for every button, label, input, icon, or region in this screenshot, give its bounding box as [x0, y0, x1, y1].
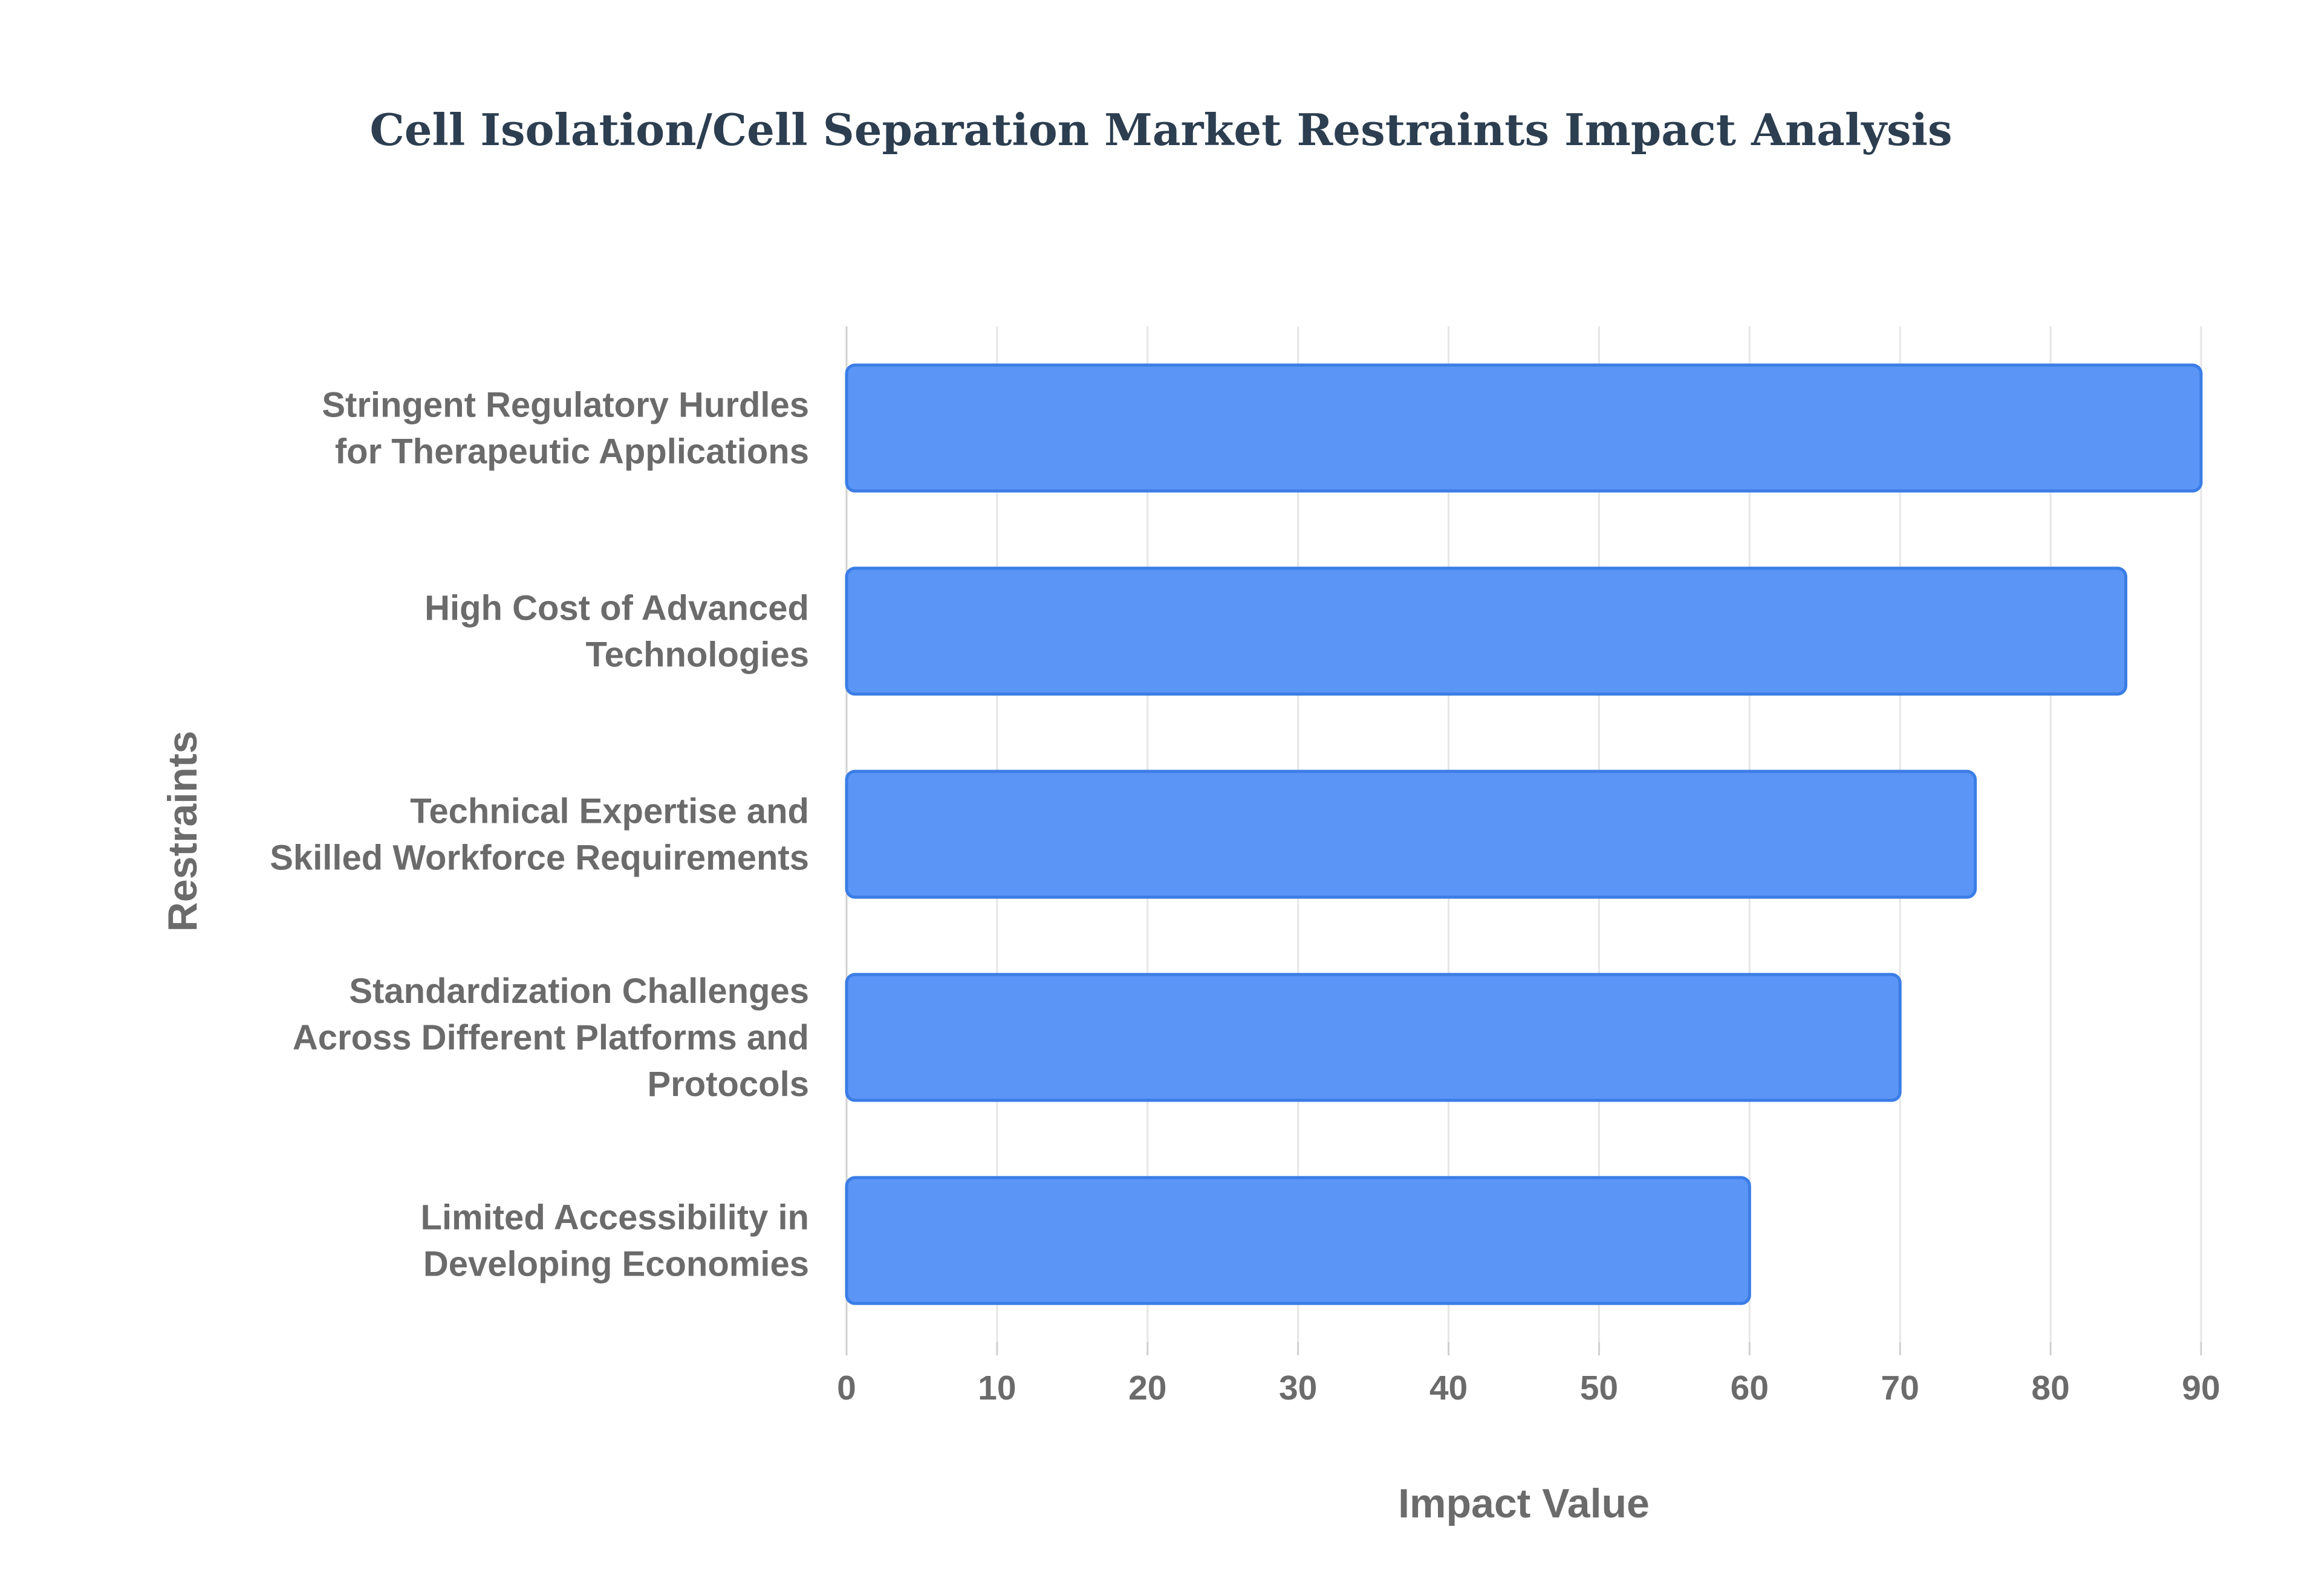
category-label: Stringent Regulatory Hurdles for Therapeu…	[322, 386, 809, 472]
x-tick-label: 20	[1128, 1369, 1166, 1407]
category-label: Standardization Challenges Across Differe…	[293, 972, 809, 1104]
x-tick-label: 90	[2182, 1369, 2220, 1407]
category-label-line: Across Different Platforms and	[293, 1018, 809, 1057]
bars	[845, 363, 2203, 1305]
x-tick-labels: 0 10 20 30 40 50 60 70 80 90	[837, 1369, 2220, 1407]
x-tick-label: 10	[978, 1369, 1016, 1407]
x-tick-label: 0	[837, 1369, 856, 1407]
category-label-line: Standardization Challenges	[349, 972, 809, 1011]
category-label-line: Limited Accessibility in	[421, 1198, 809, 1238]
category-label: Limited Accessibility in Developing Econo…	[421, 1198, 809, 1284]
y-axis-title: Restraints	[160, 731, 206, 932]
category-labels: Stringent Regulatory Hurdles for Therapeu…	[270, 386, 809, 1284]
category-label: Technical Expertise and Skilled Workforce…	[270, 792, 809, 878]
x-axis-title: Impact Value	[1398, 1481, 1650, 1526]
bar	[845, 566, 2128, 696]
category-label-line: Protocols	[648, 1065, 810, 1104]
category-label: High Cost of Advanced Technologies	[424, 589, 809, 675]
chart-title: Cell Isolation/Cell Separation Market Re…	[369, 104, 1953, 155]
x-tick-label: 30	[1279, 1369, 1317, 1407]
bar	[845, 1176, 1751, 1305]
category-label-line: Stringent Regulatory Hurdles	[322, 386, 809, 425]
bar	[845, 363, 2203, 493]
category-label-line: Developing Economies	[423, 1245, 809, 1284]
category-label-line: for Therapeutic Applications	[335, 432, 809, 472]
category-label-line: Skilled Workforce Requirements	[270, 839, 809, 878]
x-tick-label: 60	[1731, 1369, 1769, 1407]
x-tick-label: 70	[1881, 1369, 1919, 1407]
x-tick-label: 40	[1429, 1369, 1468, 1407]
category-label-line: Technologies	[585, 635, 809, 675]
bar	[845, 770, 1977, 899]
category-label-line: Technical Expertise and	[410, 792, 809, 831]
category-label-line: High Cost of Advanced	[424, 589, 809, 628]
x-tick-label: 50	[1580, 1369, 1618, 1407]
bar	[845, 973, 1902, 1102]
x-tick-label: 80	[2031, 1369, 2069, 1407]
